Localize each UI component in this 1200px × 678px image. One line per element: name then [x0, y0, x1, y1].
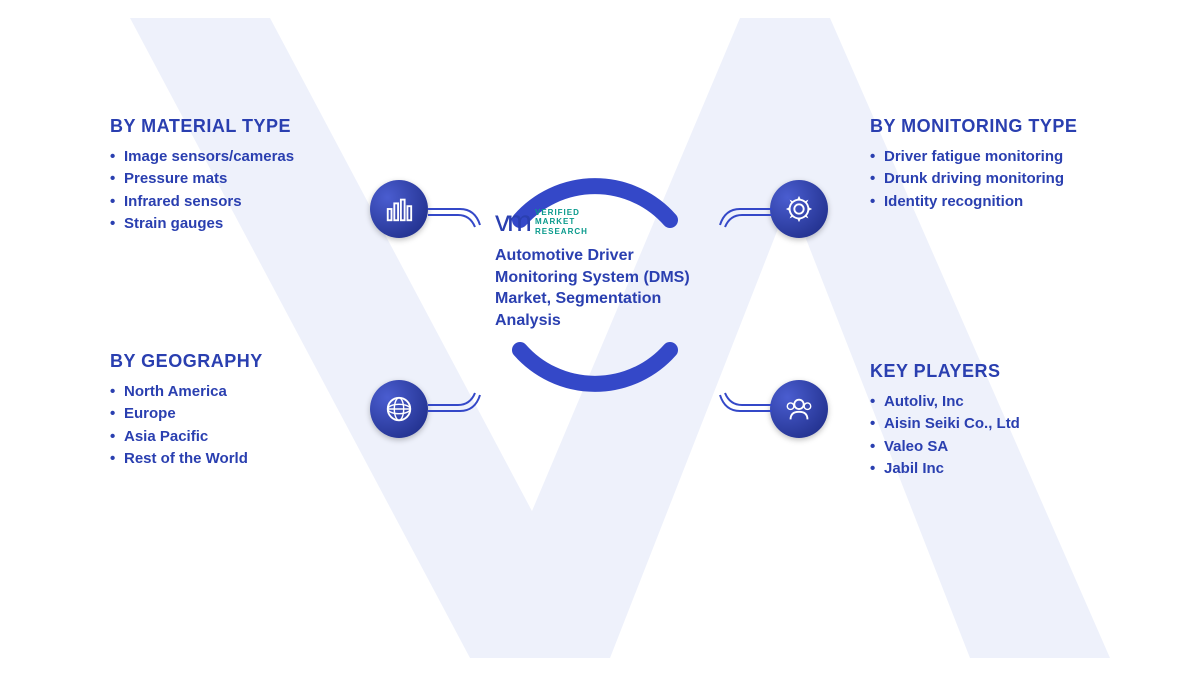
- list-item: North America: [110, 381, 340, 404]
- list-item: Autoliv, Inc: [870, 391, 1100, 414]
- list-item: Drunk driving monitoring: [870, 168, 1100, 191]
- list-item: Infrared sensors: [110, 191, 340, 214]
- gear-icon: [784, 194, 814, 224]
- logo: vm VERIFIED MARKET RESEARCH: [495, 205, 700, 239]
- list-item: Strain gauges: [110, 213, 340, 236]
- segment-monitoring-type: BY MONITORING TYPE Driver fatigue monito…: [870, 115, 1100, 213]
- center-content: vm VERIFIED MARKET RESEARCH Automotive D…: [495, 205, 700, 331]
- list-item: Driver fatigue monitoring: [870, 146, 1100, 169]
- segment-list: Image sensors/cameras Pressure mats Infr…: [110, 146, 340, 236]
- list-item: Valeo SA: [870, 436, 1100, 459]
- segment-material-type: BY MATERIAL TYPE Image sensors/cameras P…: [110, 115, 340, 236]
- segment-geography: BY GEOGRAPHY North America Europe Asia P…: [110, 350, 340, 471]
- globe-icon: [384, 394, 414, 424]
- list-item: Aisin Seiki Co., Ltd: [870, 413, 1100, 436]
- list-item: Identity recognition: [870, 191, 1100, 214]
- list-item: Rest of the World: [110, 448, 340, 471]
- users-icon: [784, 394, 814, 424]
- bar-chart-icon: [384, 194, 414, 224]
- segment-heading: BY MATERIAL TYPE: [110, 115, 340, 138]
- infographic-root: BY MATERIAL TYPE Image sensors/cameras P…: [0, 0, 1200, 675]
- connector-br: [710, 385, 780, 425]
- center-hub: vm VERIFIED MARKET RESEARCH Automotive D…: [470, 145, 720, 435]
- connector-bl: [420, 385, 490, 425]
- segment-list: North America Europe Asia Pacific Rest o…: [110, 381, 340, 471]
- segment-heading: KEY PLAYERS: [870, 360, 1100, 383]
- list-item: Pressure mats: [110, 168, 340, 191]
- connector-tr: [710, 195, 780, 235]
- logo-label: VERIFIED MARKET RESEARCH: [535, 208, 588, 237]
- segment-heading: BY GEOGRAPHY: [110, 350, 340, 373]
- center-title: Automotive Driver Monitoring System (DMS…: [495, 245, 700, 331]
- connector-tl: [420, 195, 490, 235]
- logo-mark: vm: [495, 205, 529, 239]
- list-item: Image sensors/cameras: [110, 146, 340, 169]
- segment-heading: BY MONITORING TYPE: [870, 115, 1100, 138]
- list-item: Europe: [110, 403, 340, 426]
- segment-list: Autoliv, Inc Aisin Seiki Co., Ltd Valeo …: [870, 391, 1100, 481]
- list-item: Jabil Inc: [870, 458, 1100, 481]
- list-item: Asia Pacific: [110, 426, 340, 449]
- segment-list: Driver fatigue monitoring Drunk driving …: [870, 146, 1100, 214]
- segment-key-players: KEY PLAYERS Autoliv, Inc Aisin Seiki Co.…: [870, 360, 1100, 481]
